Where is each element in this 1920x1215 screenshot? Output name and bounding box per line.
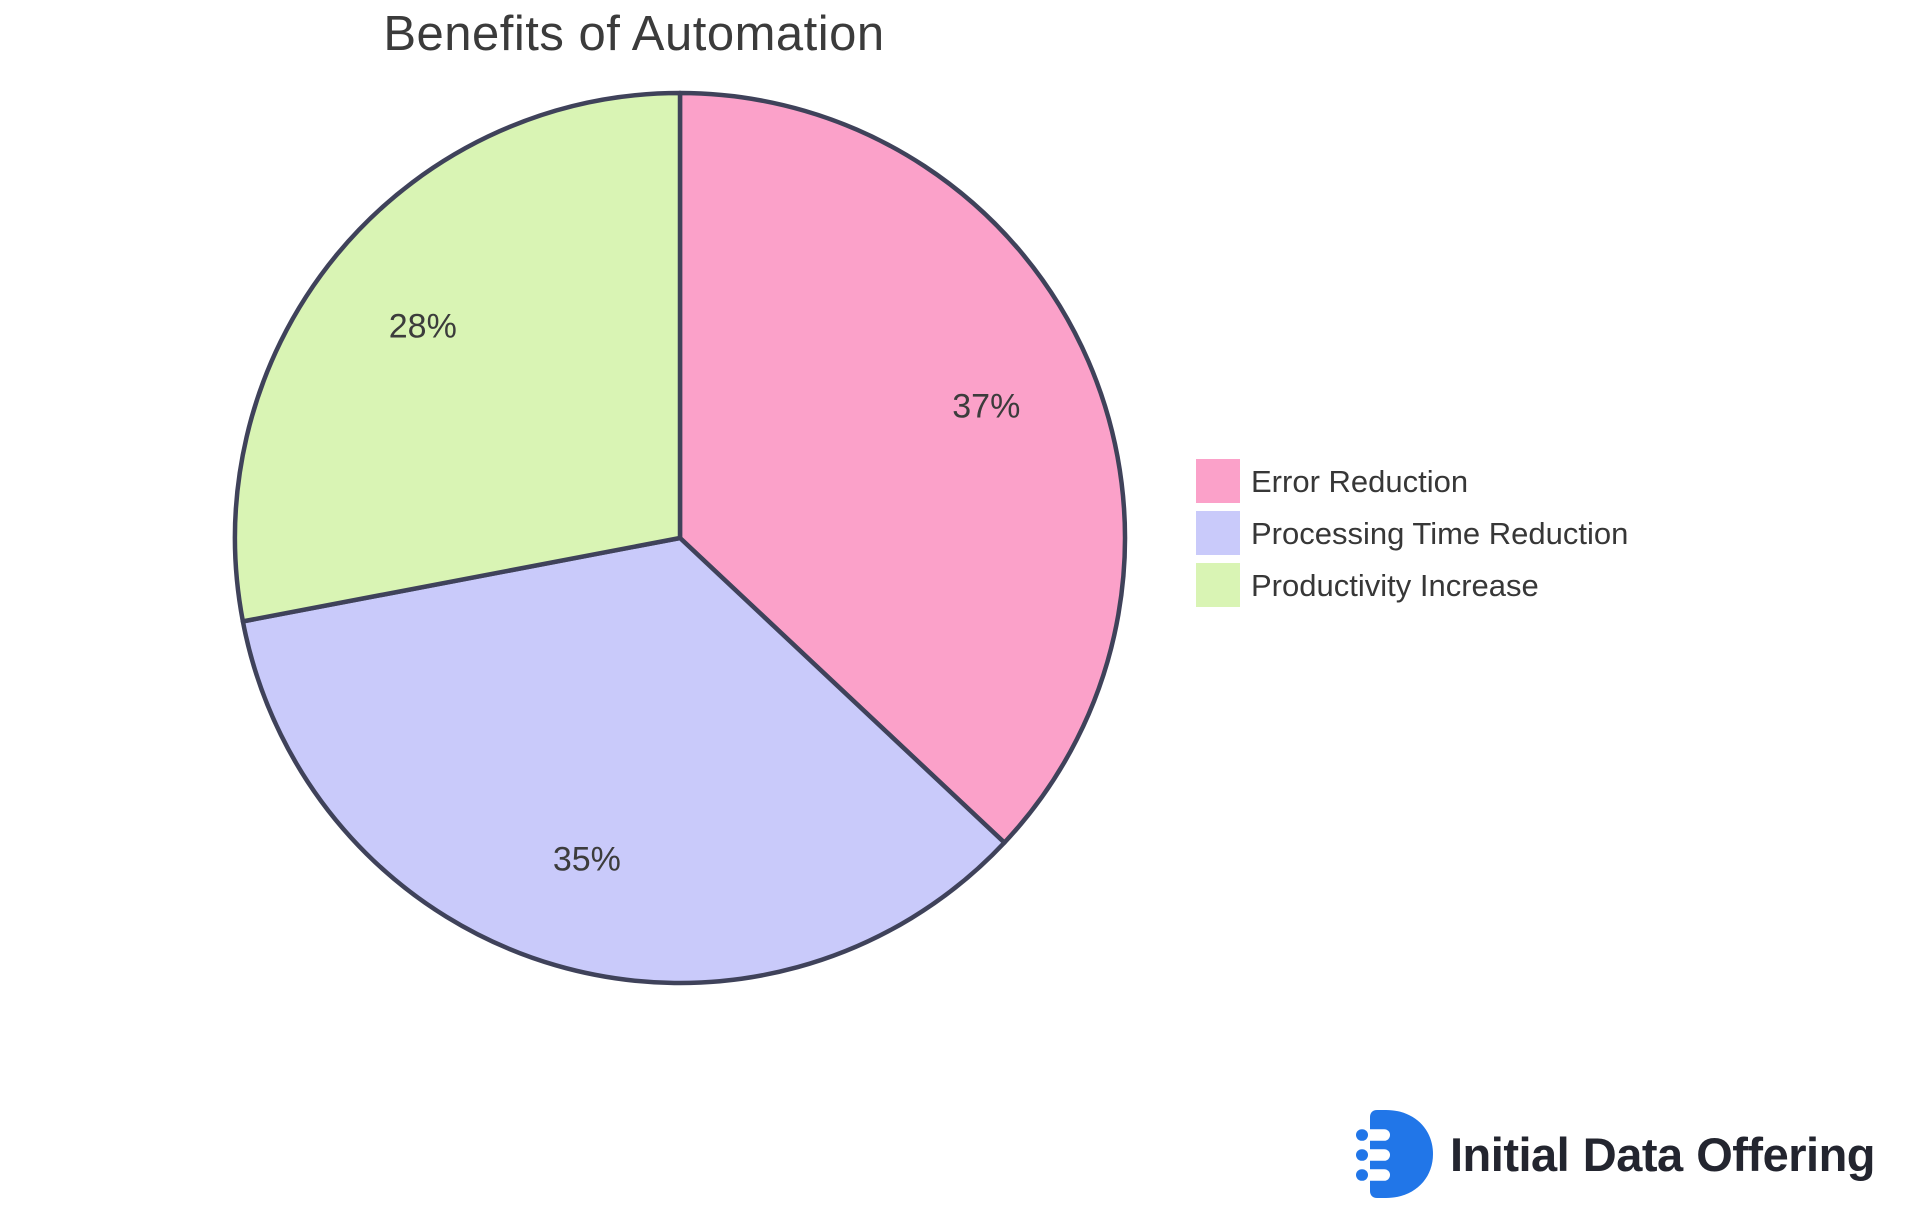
initial-data-offering-logo-icon [1356, 1110, 1433, 1198]
pie-slice-error-reduction [677, 90, 1128, 845]
legend-swatch-productivity-increase [1196, 563, 1240, 607]
pie-slice-processing-time-reduction [240, 535, 1007, 986]
legend-label: Processing Time Reduction [1251, 515, 1629, 551]
legend-item-processing-time-reduction: Processing Time Reduction [1196, 511, 1628, 555]
pie-slice-productivity-increase [232, 90, 683, 624]
legend-label: Error Reduction [1251, 463, 1469, 499]
legend-item-error-reduction: Error Reduction [1196, 459, 1628, 503]
slice-percent-label-error-reduction: 37% [952, 388, 1020, 426]
brand-name: Initial Data Offering [1450, 1127, 1876, 1181]
legend-swatch-error-reduction [1196, 459, 1240, 503]
chart-title: Benefits of Automation [383, 7, 885, 61]
legend-label: Productivity Increase [1251, 567, 1539, 603]
slice-percent-label-productivity-increase: 28% [389, 307, 457, 345]
slice-percent-label-processing-time-reduction: 35% [553, 841, 621, 879]
legend: Error Reduction Processing Time Reductio… [1196, 459, 1628, 615]
brand-logo: Initial Data Offering [1356, 1110, 1876, 1198]
legend-item-productivity-increase: Productivity Increase [1196, 563, 1628, 607]
legend-swatch-processing-time-reduction [1196, 511, 1240, 555]
